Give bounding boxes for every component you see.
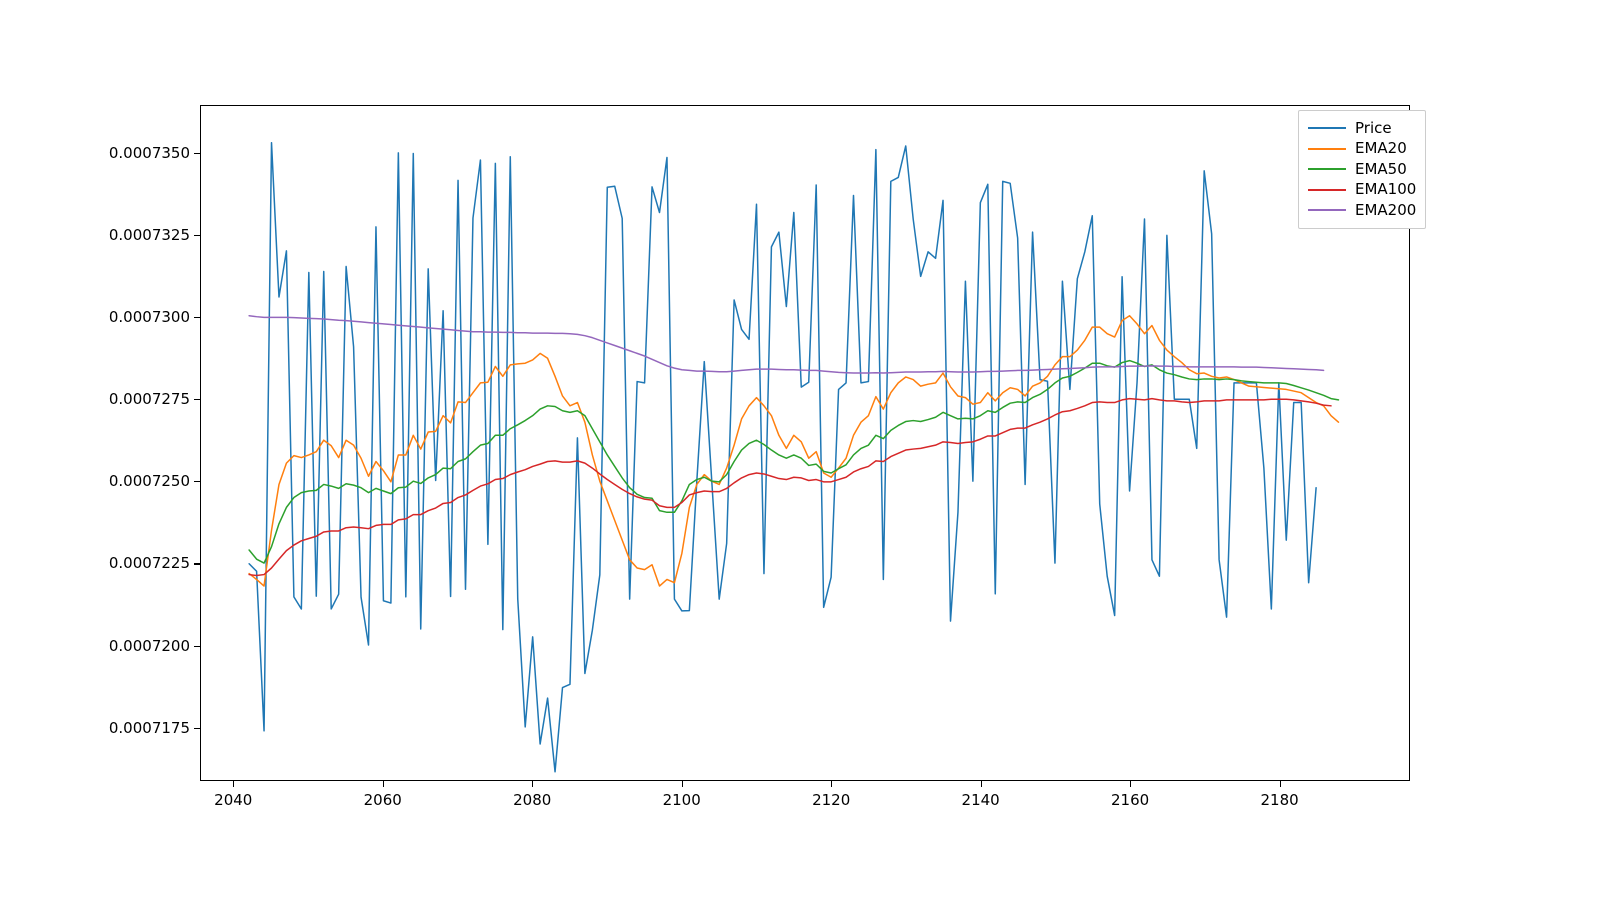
chart-legend: Price EMA20 EMA50 EMA100 EMA200 (1298, 110, 1427, 229)
y-tick-label: 0.0007325 (108, 225, 190, 244)
legend-color-swatch (1308, 188, 1346, 191)
series-line-price (249, 143, 1316, 772)
x-tick-label: 2080 (513, 791, 552, 809)
x-tick-mark (980, 781, 982, 787)
legend-item[interactable]: EMA50 (1308, 159, 1416, 180)
x-tick-label: 2040 (214, 791, 253, 809)
series-line-ema100 (249, 399, 1331, 576)
y-tick-mark (194, 645, 200, 647)
x-tick-label: 2120 (812, 791, 851, 809)
x-tick-mark (233, 781, 235, 787)
y-tick-label: 0.0007350 (108, 143, 190, 162)
series-line-ema50 (249, 361, 1338, 563)
y-tick-label: 0.0007300 (108, 307, 190, 326)
x-tick-label: 2100 (662, 791, 701, 809)
legend-color-swatch (1308, 147, 1346, 150)
legend-label: EMA50 (1355, 159, 1407, 178)
x-tick-mark (681, 781, 683, 787)
y-tick-mark (194, 399, 200, 401)
legend-color-swatch (1308, 209, 1346, 212)
legend-item[interactable]: Price (1308, 118, 1416, 139)
y-tick-mark (194, 481, 200, 483)
x-tick-label: 2160 (1111, 791, 1150, 809)
legend-label: Price (1355, 118, 1392, 137)
y-tick-mark (194, 727, 200, 729)
legend-color-swatch (1308, 127, 1346, 130)
series-line-ema20 (249, 316, 1338, 586)
plot-axes (200, 105, 1410, 781)
series-canvas (201, 106, 1409, 780)
legend-color-swatch (1308, 168, 1346, 171)
x-tick-mark (382, 781, 384, 787)
series-line-ema200 (249, 316, 1323, 373)
y-tick-mark (194, 563, 200, 565)
x-tick-label: 2060 (363, 791, 402, 809)
y-tick-label: 0.0007275 (108, 390, 190, 409)
y-tick-mark (194, 234, 200, 236)
x-tick-label: 2140 (961, 791, 1000, 809)
y-tick-label: 0.0007225 (108, 554, 190, 573)
legend-label: EMA100 (1355, 180, 1417, 199)
legend-label: EMA200 (1355, 200, 1417, 219)
legend-item[interactable]: EMA200 (1308, 200, 1416, 221)
x-tick-mark (1130, 781, 1132, 787)
x-tick-mark (1279, 781, 1281, 787)
x-tick-mark (831, 781, 833, 787)
legend-item[interactable]: EMA100 (1308, 180, 1416, 201)
y-tick-label: 0.0007200 (108, 636, 190, 655)
x-tick-label: 2180 (1260, 791, 1299, 809)
legend-label: EMA20 (1355, 139, 1407, 158)
legend-item[interactable]: EMA20 (1308, 139, 1416, 160)
y-tick-label: 0.0007175 (108, 718, 190, 737)
y-tick-label: 0.0007250 (108, 472, 190, 491)
y-tick-mark (194, 316, 200, 319)
x-tick-mark (532, 781, 534, 787)
y-tick-mark (194, 152, 200, 154)
